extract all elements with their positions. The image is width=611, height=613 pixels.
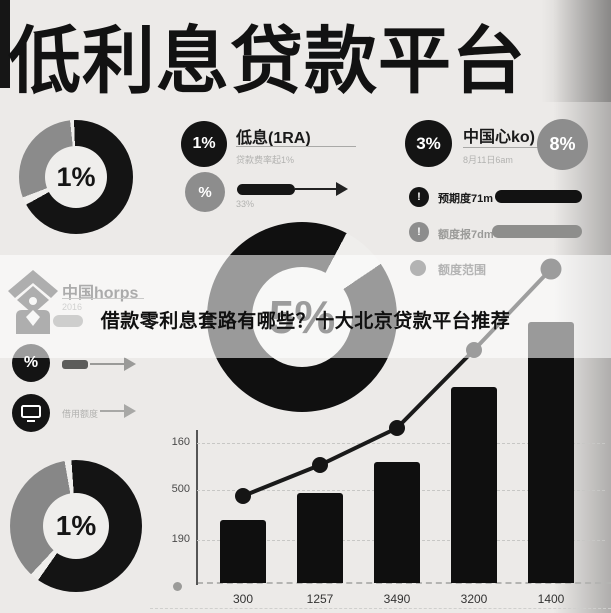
china-row2-label: 额度报7dm xyxy=(438,229,494,241)
x-tick-label: 3490 xyxy=(383,592,411,606)
axis-origin-dot xyxy=(173,582,182,591)
donut-top-left-value: 1% xyxy=(56,161,96,192)
arrow-right-icon xyxy=(124,404,136,418)
china-badge: 3% xyxy=(405,120,452,167)
progress-pill-top xyxy=(237,184,295,195)
y-tick-label: 190 xyxy=(171,533,190,545)
monitor-label: 借用额度 xyxy=(62,409,99,419)
data-point-dot xyxy=(312,457,328,473)
bottom-dashed-line xyxy=(150,608,611,609)
donut-chart-bottom-left: 1% xyxy=(10,460,142,592)
low-interest-subtitle: 贷款费率起1% xyxy=(236,155,295,165)
alert-icon: ! xyxy=(409,187,429,207)
arrow-right-icon xyxy=(336,182,348,196)
y-tick-label: 500 xyxy=(171,483,190,495)
gridline xyxy=(197,540,605,541)
arrow-right-icon xyxy=(124,357,136,371)
china-row1-bar xyxy=(495,190,582,203)
y-tick-label: 160 xyxy=(171,436,190,448)
low-interest-heading: 低息(1RA) xyxy=(236,130,311,147)
bar xyxy=(374,462,420,583)
left-edge-mark xyxy=(0,0,10,88)
divider xyxy=(463,147,560,148)
china-row2-bar xyxy=(492,225,582,238)
divider xyxy=(236,146,356,147)
gridline xyxy=(197,443,605,444)
x-axis-baseline xyxy=(197,582,611,584)
alert-icon-gray: ! xyxy=(409,222,429,242)
overlay-headline: 借款零利息套路有哪些？十大北京贷款平台推荐 xyxy=(100,311,511,332)
china-row1-label: 预期度71m xyxy=(438,193,494,205)
x-tick-label: 3200 xyxy=(460,592,488,606)
china-heading: 中国心ko) xyxy=(463,129,536,146)
china-badge2: 8% xyxy=(537,119,588,170)
right-edge-shading-top xyxy=(541,0,611,102)
bar xyxy=(220,520,266,583)
bar xyxy=(297,493,343,583)
gridline xyxy=(197,490,605,491)
china-subtitle: 8月11日6am xyxy=(463,155,513,165)
y-axis xyxy=(196,430,198,585)
mini-bar xyxy=(62,360,88,369)
x-tick-label: 1257 xyxy=(306,592,334,606)
data-point-dot xyxy=(389,420,405,436)
percent-badge-top: % xyxy=(185,172,225,212)
monitor-icon xyxy=(21,404,41,422)
monitor-badge xyxy=(12,394,50,432)
page-title: 低利息贷款平台 xyxy=(8,21,526,102)
low-interest-badge: 1% xyxy=(181,121,227,167)
donut-bottom-left-value: 1% xyxy=(55,510,97,541)
donut-chart-top-left: 1% xyxy=(19,120,133,234)
low-interest-note: 33% xyxy=(236,199,255,209)
data-point-dot xyxy=(235,488,251,504)
bar xyxy=(451,387,497,583)
x-tick-label: 300 xyxy=(232,592,254,606)
